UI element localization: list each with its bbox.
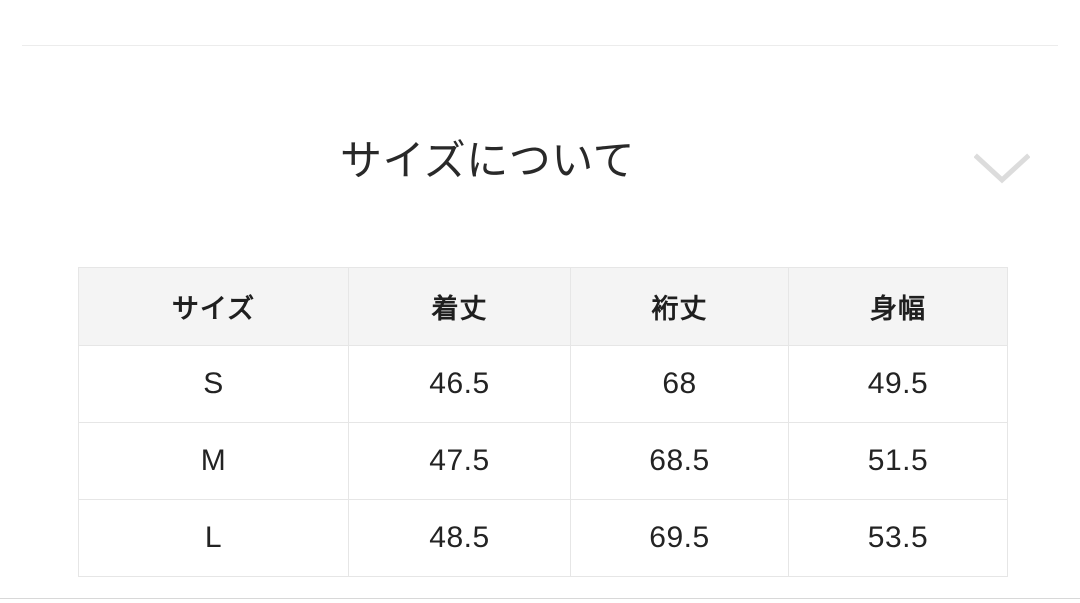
column-header-width: 身幅 xyxy=(788,267,1008,346)
top-divider xyxy=(22,45,1058,46)
bottom-divider xyxy=(0,598,1080,599)
table-row: L 48.5 69.5 53.5 xyxy=(78,499,1008,577)
cell-length: 47.5 xyxy=(348,422,571,500)
cell-size: S xyxy=(78,345,349,423)
cell-size: L xyxy=(78,499,349,577)
cell-length: 46.5 xyxy=(348,345,571,423)
table-header-row: サイズ 着丈 裄丈 身幅 xyxy=(78,267,1008,346)
column-header-sleeve: 裄丈 xyxy=(570,267,789,346)
column-header-length: 着丈 xyxy=(348,267,571,346)
size-table: サイズ 着丈 裄丈 身幅 S 46.5 68 49.5 M 47.5 68.5 xyxy=(78,267,1008,577)
cell-sleeve: 68 xyxy=(570,345,789,423)
section-header[interactable]: サイズについて xyxy=(0,46,1080,198)
cell-length: 48.5 xyxy=(348,499,571,577)
cell-width: 51.5 xyxy=(788,422,1008,500)
column-header-size: サイズ xyxy=(78,267,349,346)
table-row: S 46.5 68 49.5 xyxy=(78,345,1008,423)
page-title: サイズについて xyxy=(340,137,635,184)
cell-sleeve: 69.5 xyxy=(570,499,789,577)
cell-size: M xyxy=(78,422,349,500)
cell-width: 49.5 xyxy=(788,345,1008,423)
chevron-down-icon[interactable] xyxy=(962,142,1042,196)
size-table-container: サイズ 着丈 裄丈 身幅 S 46.5 68 49.5 M 47.5 68.5 xyxy=(78,267,1008,577)
table-row: M 47.5 68.5 51.5 xyxy=(78,422,1008,500)
cell-sleeve: 68.5 xyxy=(570,422,789,500)
cell-width: 53.5 xyxy=(788,499,1008,577)
